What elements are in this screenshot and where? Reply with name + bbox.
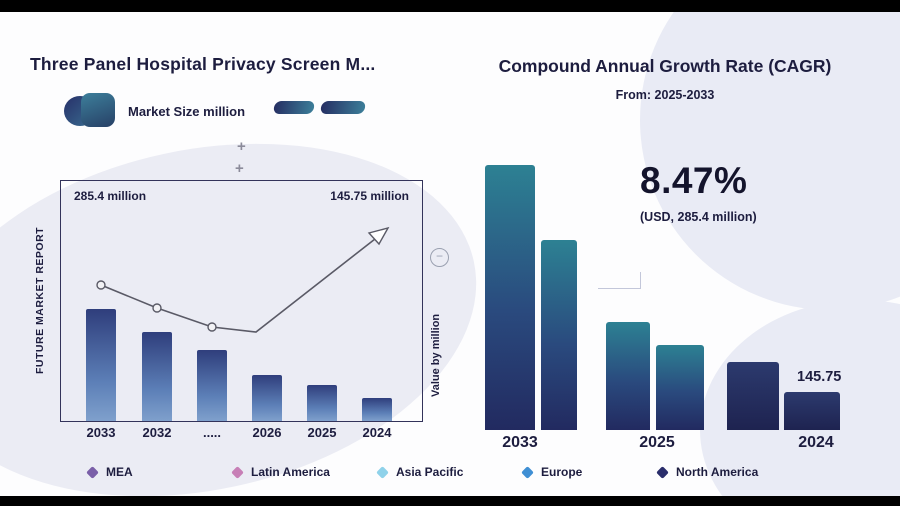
legend-item-asia-pacific: Asia Pacific (376, 465, 464, 479)
decorative-pill-right (319, 101, 367, 114)
x-label-2026: 2026 (252, 425, 282, 440)
trend-line (96, 226, 390, 333)
cagr-bar-2033-b (541, 240, 577, 430)
legend-item-latin-america: Latin America (231, 465, 330, 479)
left-chart-title: Three Panel Hospital Privacy Screen M... (30, 54, 376, 74)
market-size-icon (64, 92, 116, 130)
cagr-bar-2025-a (606, 322, 650, 430)
legend-label: Europe (541, 465, 583, 479)
bar-2033 (86, 309, 116, 421)
circle-minus-icon: − (430, 248, 449, 267)
bar-2032 (142, 332, 172, 421)
x-label-right-2025: 2025 (639, 434, 675, 451)
x-label-2032: 2032 (142, 425, 172, 440)
market-size-chart: 285.4 million 145.75 million (60, 180, 423, 422)
mea-diamond-icon (86, 465, 99, 479)
legend-label: Asia Pacific (396, 465, 464, 479)
legend-item-mea: MEA (86, 465, 133, 479)
x-label-2025: 2025 (307, 425, 337, 440)
x-label-mid-years: ..... (202, 425, 222, 440)
cagr-title: Compound Annual Growth Rate (CAGR) (498, 56, 832, 76)
bar-2024 (362, 398, 392, 421)
annotation-145-million: 145.75 million (330, 189, 409, 203)
legend-item-north-america: North America (656, 465, 759, 479)
legend-label: North America (676, 465, 759, 479)
north-america-diamond-icon (656, 465, 669, 479)
legend-label: Latin America (251, 465, 330, 479)
left-chart-y-axis-label: FUTURE MARKET REPORT (34, 226, 46, 374)
bar-2026 (252, 375, 282, 421)
top-border-bar (0, 0, 900, 12)
bar-mid-years (197, 350, 227, 421)
cagr-bar-2033-a (485, 165, 535, 430)
legend-item-europe: Europe (521, 465, 583, 479)
background-blob-top-right (640, 0, 900, 310)
x-label-2024: 2024 (362, 425, 392, 440)
right-chart-y-axis-label: Value by million (430, 313, 442, 397)
bar-2025 (307, 385, 337, 421)
decorative-pill-left (272, 101, 316, 114)
cagr-bar-2025-b (656, 345, 704, 430)
plus-decoration-icon: + (235, 160, 244, 177)
cagr-bar-2024-b (784, 392, 840, 430)
latin-america-diamond-icon (231, 465, 244, 479)
value-145-75: 145.75 (797, 369, 842, 385)
plus-decoration-icon: + (237, 138, 246, 155)
cagr-subtitle: From: 2025-2033 (615, 88, 715, 102)
market-size-legend: Market Size million (64, 92, 245, 130)
cagr-bar-2024-a (727, 362, 779, 430)
legend-label: MEA (106, 465, 133, 479)
cagr-value: 8.47% (640, 160, 748, 201)
annotation-285-million: 285.4 million (74, 189, 147, 203)
europe-diamond-icon (521, 465, 534, 479)
x-label-2033: 2033 (86, 425, 116, 440)
x-label-right-2033: 2033 (502, 434, 538, 451)
bracket-decoration (598, 272, 641, 289)
cagr-note: (USD, 285.4 million) (640, 210, 757, 224)
market-size-legend-label: Market Size million (128, 103, 246, 119)
bottom-border-bar (0, 496, 900, 506)
asia-pacific-diamond-icon (376, 465, 389, 479)
x-label-right-2024: 2024 (798, 434, 834, 451)
